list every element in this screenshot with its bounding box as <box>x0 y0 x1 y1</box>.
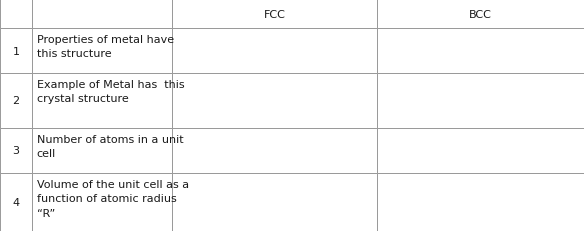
Text: 3: 3 <box>13 146 19 156</box>
Text: “R”: “R” <box>37 208 55 218</box>
Text: 1: 1 <box>13 46 19 56</box>
Bar <box>377 0 584 29</box>
Text: 4: 4 <box>12 197 20 207</box>
Bar <box>32 29 172 74</box>
Bar <box>0 29 32 74</box>
Bar <box>0 128 32 173</box>
Text: Number of atoms in a unit: Number of atoms in a unit <box>37 134 183 144</box>
Text: Volume of the unit cell as a: Volume of the unit cell as a <box>37 179 189 189</box>
Bar <box>172 29 377 74</box>
Bar <box>172 74 377 128</box>
Bar <box>32 128 172 173</box>
Text: function of atomic radius: function of atomic radius <box>37 193 176 203</box>
Bar <box>172 173 377 231</box>
Text: cell: cell <box>37 148 56 158</box>
Text: crystal structure: crystal structure <box>37 94 128 104</box>
Bar <box>32 74 172 128</box>
Bar <box>377 173 584 231</box>
Text: this structure: this structure <box>37 49 112 59</box>
Text: Example of Metal has  this: Example of Metal has this <box>37 80 185 90</box>
Text: 2: 2 <box>12 96 20 106</box>
Text: Properties of metal have: Properties of metal have <box>37 35 174 45</box>
Bar <box>377 128 584 173</box>
Bar <box>0 173 32 231</box>
Text: FCC: FCC <box>263 9 286 19</box>
Bar <box>172 128 377 173</box>
Text: BCC: BCC <box>469 9 492 19</box>
Bar <box>32 0 172 29</box>
Bar <box>172 0 377 29</box>
Bar <box>377 29 584 74</box>
Bar <box>32 173 172 231</box>
Bar <box>377 74 584 128</box>
Bar <box>0 74 32 128</box>
Bar <box>0 0 32 29</box>
